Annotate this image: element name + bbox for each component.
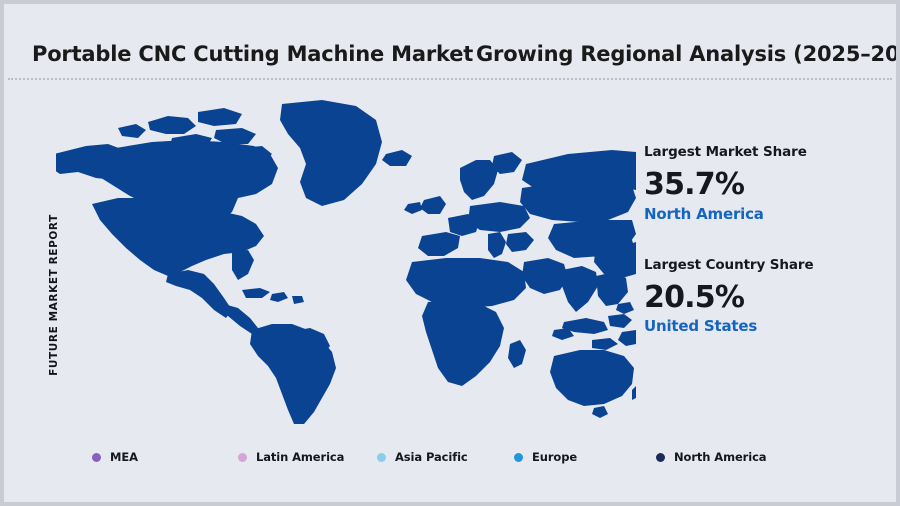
legend-item-latin-america: Latin America [238,450,344,464]
stat-value-market-share: 35.7% [644,167,745,202]
stat-block-market-share: Largest Market Share 35.7% North America [644,144,884,223]
legend-item-asia-pacific: Asia Pacific [377,450,468,464]
stat-region-market-share: North America [644,204,764,223]
stat-region-country-share: United States [644,317,758,335]
legend-item-mea: MEA [92,450,138,464]
legend-dot-icon-europe [514,452,523,462]
stats-panel: Largest Market Share 35.7% North America… [644,144,884,369]
legend-dot-icon-north-america [656,452,665,462]
page-title-left: Portable CNC Cutting Machine Market [32,42,474,66]
legend-item-north-america: North America [656,450,767,464]
header: Portable CNC Cutting Machine Market Grow… [4,4,896,76]
legend-label-north-america: North America [674,450,767,464]
world-map [56,94,636,424]
stat-label-market-share: Largest Market Share [644,144,807,160]
map-legend: MEA Latin America Asia Pacific Europe No… [92,450,792,472]
legend-item-europe: Europe [514,450,577,464]
legend-label-europe: Europe [532,450,578,464]
stat-block-country-share: Largest Country Share 20.5% United State… [644,257,884,336]
stat-value-country-share: 20.5% [644,279,745,315]
stat-label-country-share: Largest Country Share [644,256,814,273]
legend-label-latin-america: Latin America [256,450,345,464]
legend-dot-icon-latin-america [238,452,247,462]
legend-dot-icon-asia-pacific [377,452,386,462]
legend-label-asia-pacific: Asia Pacific [395,450,468,464]
legend-label-mea: MEA [110,450,138,464]
page-title-right: Growing Regional Analysis (2025–2032) [476,42,900,66]
map-landmasses [56,100,636,424]
world-map-svg [56,100,636,424]
legend-dot-icon-mea [92,452,101,462]
header-divider [8,78,892,80]
